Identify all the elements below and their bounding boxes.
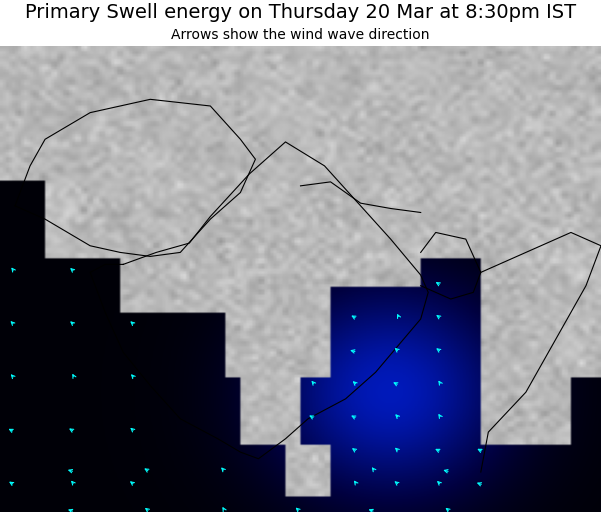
Text: Arrows show the wind wave direction: Arrows show the wind wave direction xyxy=(171,28,430,41)
Text: Primary Swell energy on Thursday 20 Mar at 8:30pm IST: Primary Swell energy on Thursday 20 Mar … xyxy=(25,4,576,23)
